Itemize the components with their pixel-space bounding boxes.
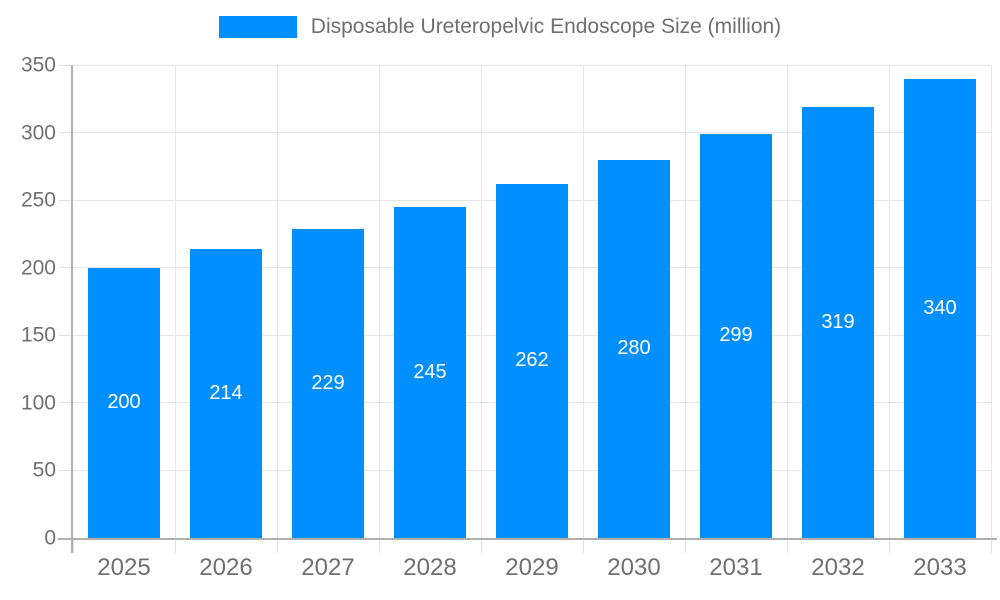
legend-swatch-icon (218, 16, 297, 38)
h-gridline (73, 64, 991, 66)
v-gridline (684, 65, 686, 538)
x-tick-label: 2027 (301, 554, 355, 581)
x-axis-tick (480, 538, 482, 553)
v-gridline (786, 65, 788, 538)
y-axis-line (71, 65, 73, 553)
y-axis-tick (59, 469, 73, 471)
x-axis-tick (582, 538, 584, 553)
y-axis-tick (59, 199, 73, 201)
y-axis-tick (59, 132, 73, 134)
bar-value-label: 299 (719, 324, 753, 347)
y-tick-label: 350 (20, 53, 56, 77)
bar-value-label: 280 (617, 337, 651, 360)
bar[interactable]: 262 (496, 183, 568, 538)
x-tick-label: 2030 (607, 554, 661, 581)
x-tick-label: 2031 (709, 554, 763, 581)
y-tick-label: 250 (20, 188, 56, 212)
x-tick-label: 2033 (913, 554, 967, 581)
bar[interactable]: 340 (904, 78, 976, 538)
v-gridline (174, 65, 176, 538)
x-axis-line (58, 538, 997, 540)
v-gridline (378, 65, 380, 538)
y-tick-label: 300 (20, 121, 56, 145)
v-gridline (990, 65, 992, 538)
x-axis-tick (276, 538, 278, 553)
x-tick-label: 2026 (199, 554, 253, 581)
plot-area: 0 50 100 150 200 250 300 350 200 2025 214 2026 229 20… (21, 55, 997, 580)
bar[interactable]: 245 (394, 206, 466, 538)
bar[interactable]: 229 (292, 228, 364, 538)
legend-label: Disposable Ureteropelvic Endoscope Size … (310, 15, 782, 38)
v-gridline (888, 65, 890, 538)
bar-value-label: 229 (311, 371, 345, 394)
x-axis-tick (378, 538, 380, 553)
x-axis-tick (174, 538, 176, 553)
y-tick-label: 0 (44, 526, 56, 550)
bar-value-label: 319 (821, 310, 855, 333)
bar-value-label: 262 (515, 349, 549, 372)
bar-value-label: 245 (413, 360, 447, 383)
y-tick-label: 50 (32, 458, 56, 482)
x-tick-label: 2028 (403, 554, 457, 581)
bar[interactable]: 214 (190, 248, 262, 538)
x-axis-tick (684, 538, 686, 553)
bar-value-label: 200 (107, 391, 141, 414)
x-tick-label: 2032 (811, 554, 865, 581)
x-axis-tick (990, 538, 992, 553)
bar[interactable]: 200 (88, 267, 160, 538)
bar[interactable]: 299 (700, 133, 772, 538)
x-axis-tick (786, 538, 788, 553)
legend[interactable]: Disposable Ureteropelvic Endoscope Size … (0, 15, 1000, 39)
bar[interactable]: 280 (598, 159, 670, 538)
y-tick-label: 200 (20, 256, 56, 280)
x-axis-tick (72, 538, 74, 553)
v-gridline (276, 65, 278, 538)
h-gridline (73, 132, 991, 134)
bar-value-label: 214 (209, 381, 243, 404)
v-gridline (480, 65, 482, 538)
y-tick-label: 150 (20, 323, 56, 347)
bar-value-label: 340 (923, 296, 957, 319)
x-axis-tick (888, 538, 890, 553)
y-axis-tick (59, 64, 73, 66)
y-axis-tick (59, 334, 73, 336)
y-axis-tick (59, 402, 73, 404)
bar[interactable]: 319 (802, 106, 874, 538)
x-tick-label: 2029 (505, 554, 559, 581)
y-axis-tick (59, 267, 73, 269)
x-tick-label: 2025 (97, 554, 151, 581)
v-gridline (582, 65, 584, 538)
y-tick-label: 100 (20, 391, 56, 415)
